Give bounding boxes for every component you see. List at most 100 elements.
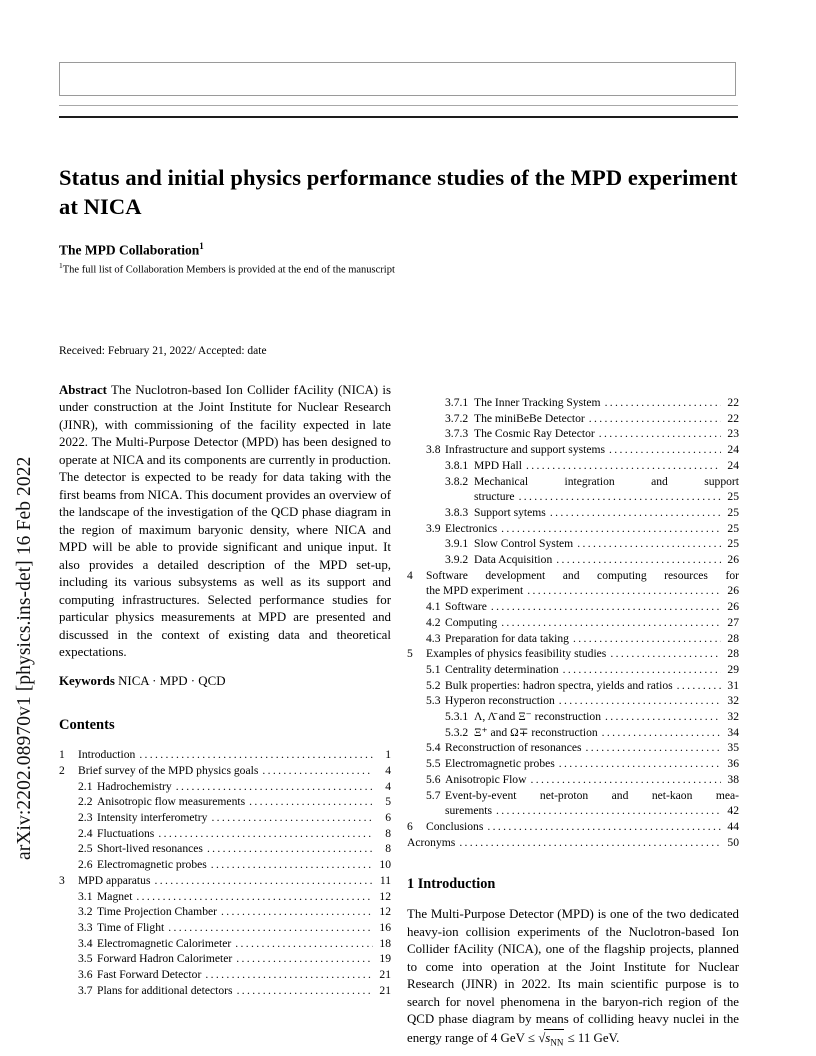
toc-entry[interactable]: 3.9.1 Slow Control System................… (407, 536, 739, 552)
header-rule-thin (59, 105, 738, 106)
toc-entry[interactable]: 3.8 Infrastructure and support systems...… (407, 442, 739, 458)
toc-entry-title: Support sytems (474, 505, 546, 519)
toc-entry-number: 3.7.2 (445, 411, 469, 425)
toc-leader-dots: ........................................… (588, 411, 721, 425)
toc-entry-number: 4.1 (426, 600, 441, 614)
toc-entry-number: 4 (407, 568, 413, 582)
toc-entry[interactable]: 5.6 Anisotropic Flow.....................… (407, 772, 739, 788)
abstract-label: Abstract (59, 383, 107, 397)
toc-entry[interactable]: 2.3 Intensity interferometry.............… (59, 810, 391, 826)
toc-entry-page: 26 (727, 584, 739, 598)
toc-entry[interactable]: 3.6 Fast Forward Detector................… (59, 967, 391, 983)
toc-entry[interactable]: 5.3 Hyperon reconstruction...............… (407, 693, 739, 709)
sqrt-s: s (545, 1030, 551, 1045)
toc-entry[interactable]: 2.5 Short-lived resonances...............… (59, 841, 391, 857)
toc-entry-number: 4.2 (426, 615, 441, 629)
toc-entry-continuation[interactable]: 5.7surements............................… (407, 803, 739, 819)
section-title: Introduction (417, 876, 496, 893)
introduction-text: The Multi-Purpose Detector (MPD) is one … (407, 907, 739, 1045)
toc-entry[interactable]: 2.1 Hadrochemistry.......................… (59, 779, 391, 795)
toc-entry[interactable]: 3.7.3 The Cosmic Ray Detector............… (407, 426, 739, 442)
toc-entry[interactable]: 4 Software development and computing reso… (407, 568, 739, 584)
toc-entry-title: Software (445, 600, 487, 614)
toc-entry-page: 1 (385, 748, 391, 762)
toc-entry-continuation[interactable]: 3.8.2structure..........................… (407, 489, 739, 505)
toc-entry[interactable]: 3.9 Electronics..........................… (407, 521, 739, 537)
toc-entry-page: 11 (379, 873, 391, 887)
toc-entry[interactable]: 6 Conclusions............................… (407, 819, 739, 835)
toc-entry[interactable]: 3.9.2 Data Acquisition...................… (407, 552, 739, 568)
toc-leader-dots: ........................................… (136, 889, 373, 903)
toc-entry-page: 28 (727, 631, 739, 645)
toc-entry-page: 6 (385, 810, 391, 824)
toc-entry[interactable]: 3.8.2 Mechanical integration and support (407, 474, 739, 490)
toc-entry[interactable]: 4.3 Preparation for data taking..........… (407, 631, 739, 647)
toc-entry-title: Examples of physics feasibility studies (426, 647, 607, 661)
toc-entry[interactable]: 3.7.2 The miniBeBe Detector..............… (407, 411, 739, 427)
toc-leader-dots: ........................................… (459, 835, 721, 849)
toc-entry-number: 3.2 (78, 905, 93, 919)
toc-leader-dots: ........................................… (262, 763, 373, 777)
contents-heading: Contents (59, 717, 115, 734)
toc-entry[interactable]: 3.8.3 Support sytems.....................… (407, 505, 739, 521)
toc-entry-title: Electromagnetic probes (445, 757, 555, 771)
toc-entry[interactable]: 3.7 Plans for additional detectors.......… (59, 983, 391, 999)
toc-entry[interactable]: 3.8.1 MPD Hall...........................… (407, 458, 739, 474)
toc-entry[interactable]: 5.3.2 Ξ⁺ and Ω∓ reconstruction...........… (407, 725, 739, 741)
toc-entry-number: 5.4 (426, 741, 441, 755)
toc-entry[interactable]: 5.5 Electromagnetic probes...............… (407, 756, 739, 772)
toc-entry[interactable]: 3.2 Time Projection Chamber..............… (59, 904, 391, 920)
energy-high: ≤ 11 GeV. (567, 1030, 620, 1045)
toc-entry-title: Hyperon reconstruction (445, 694, 555, 708)
toc-entry[interactable]: 3.5 Forward Hadron Calorimeter...........… (59, 951, 391, 967)
toc-entry[interactable]: 2.4 Fluctuations.........................… (59, 826, 391, 842)
toc-leader-dots: ........................................… (556, 553, 721, 567)
toc-entry[interactable]: 5.1 Centrality determination.............… (407, 662, 739, 678)
toc-entry-title: Computing (445, 615, 498, 629)
toc-entry[interactable]: 5 Examples of physics feasibility studies… (407, 646, 739, 662)
toc-entry[interactable]: 3.4 Electromagnetic Calorimeter..........… (59, 936, 391, 952)
toc-entry[interactable]: 4.2 Computing............................… (407, 615, 739, 631)
authors-line: The MPD Collaboration1 (59, 241, 739, 259)
toc-entry-number: 3.6 (78, 968, 93, 982)
toc-entry[interactable]: 3 MPD apparatus..........................… (59, 873, 391, 889)
toc-entry-title: Electromagnetic Calorimeter (97, 936, 232, 950)
toc-entry-number: 5.3.1 (445, 710, 469, 724)
toc-entry[interactable]: 3.3 Time of Flight.......................… (59, 920, 391, 936)
toc-entry-continuation[interactable]: 4the MPD experiment.....................… (407, 583, 739, 599)
toc-entry-page: 19 (379, 952, 391, 966)
toc-entry-title: Preparation for data taking (445, 631, 569, 645)
toc-entry-number: 5.3.2 (445, 725, 469, 739)
toc-leader-dots: ........................................… (549, 505, 721, 519)
toc-entry[interactable]: 3.7.1 The Inner Tracking System..........… (407, 395, 739, 411)
toc-entry-page: 22 (727, 396, 739, 409)
toc-entry[interactable]: 4.1 Software.............................… (407, 599, 739, 615)
toc-entry-number: 5.3 (426, 694, 441, 708)
toc-entry[interactable]: 2 Brief survey of the MPD physics goals..… (59, 763, 391, 779)
toc-entry-title: Fast Forward Detector (97, 968, 202, 982)
toc-entry-page: 12 (379, 905, 391, 919)
toc-entry[interactable]: 5.4 Reconstruction of resonances.........… (407, 740, 739, 756)
toc-leader-dots: ........................................… (206, 842, 373, 856)
toc-entry[interactable]: 1 Introduction...........................… (59, 747, 391, 763)
toc-entry[interactable]: 2.2 Anisotropic flow measurements........… (59, 794, 391, 810)
toc-entry-number: 1 (59, 748, 65, 762)
toc-entry[interactable]: 5.2 Bulk properties: hadron spectra, yiel… (407, 678, 739, 694)
toc-entry-title: Brief survey of the MPD physics goals (78, 763, 259, 777)
toc-leader-dots: ........................................… (598, 427, 721, 441)
toc-entry-title: Centrality determination (445, 662, 559, 676)
toc-entry-title: Forward Hadron Calorimeter (97, 952, 233, 966)
toc-entry[interactable]: 5.3.1 Λ, Λ̄ and Ξ⁻ reconstruction........… (407, 709, 739, 725)
received-date: Received: February 21, 2022/ Accepted: d… (59, 345, 267, 357)
toc-entry-number: 5.1 (426, 662, 441, 676)
toc-entry-number: 2 (59, 763, 65, 777)
toc-leader-dots: ........................................… (527, 584, 721, 598)
toc-entry-page: 10 (379, 858, 391, 872)
toc-entry-title: Λ, Λ̄ and Ξ⁻ reconstruction (474, 710, 601, 724)
toc-entry[interactable]: 2.6 Electromagnetic probes...............… (59, 857, 391, 873)
toc-entry[interactable]: 5.7 Event-by-event net-proton and net-kao… (407, 788, 739, 804)
toc-entry[interactable]: 3.1 Magnet...............................… (59, 889, 391, 905)
toc-entry[interactable]: Acronyms................................… (407, 835, 739, 851)
energy-range-formula: 4 GeV ≤ √sNN ≤ 11 GeV. (490, 1028, 620, 1048)
toc-entry-title: Mechanical integration and support (474, 474, 739, 488)
